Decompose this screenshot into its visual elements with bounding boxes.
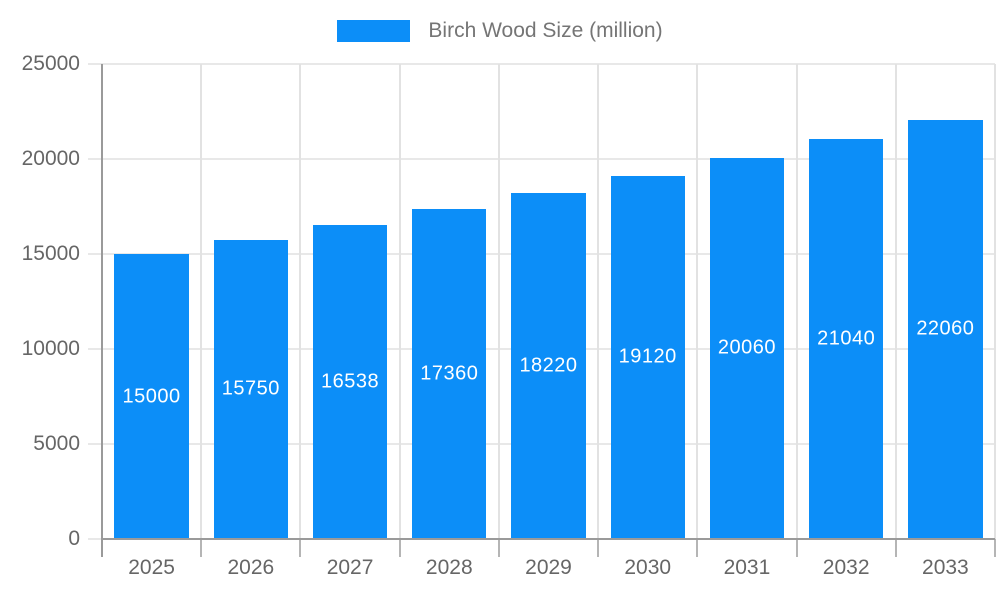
x-tick-label: 2030 — [624, 556, 672, 579]
bar-value-label: 15000 — [122, 385, 181, 407]
x-tick — [299, 539, 302, 557]
x-tick-label: 2028 — [425, 556, 473, 579]
bar[interactable] — [808, 139, 884, 539]
y-axis-line — [101, 64, 103, 557]
x-tick-label: 2033 — [922, 556, 969, 579]
y-tick-label: 5000 — [33, 432, 80, 455]
bar-value-label: 22060 — [916, 317, 975, 340]
h-gridline — [88, 158, 995, 160]
legend-swatch — [337, 20, 411, 42]
bar-value-label: 19120 — [618, 345, 677, 368]
v-gridline — [894, 64, 897, 539]
x-tick — [398, 539, 401, 557]
x-tick-label: 2025 — [128, 556, 175, 579]
x-tick — [497, 539, 500, 557]
v-gridline — [994, 64, 996, 539]
v-gridline — [597, 64, 600, 539]
bar-value-label: 16538 — [320, 370, 380, 393]
x-tick-label: 2029 — [525, 556, 572, 579]
v-gridline — [795, 64, 798, 539]
y-tick-label: 0 — [68, 527, 80, 550]
bar[interactable] — [213, 239, 289, 539]
bar-value-label: 18220 — [519, 354, 578, 377]
x-tick — [200, 539, 203, 557]
y-tick-label: 20000 — [21, 147, 80, 170]
y-tick-label: 15000 — [21, 242, 80, 265]
x-tick — [696, 539, 699, 557]
x-tick — [597, 539, 600, 557]
legend[interactable]: Birch Wood Size (million) — [0, 19, 1000, 43]
bar[interactable] — [511, 192, 586, 539]
y-tick-label: 25000 — [21, 52, 80, 75]
bar[interactable] — [908, 119, 983, 539]
v-gridline — [200, 64, 203, 539]
x-tick-label: 2026 — [227, 556, 275, 579]
bar-value-label: 17360 — [420, 362, 479, 385]
y-tick-label: 10000 — [21, 337, 80, 360]
x-axis-line — [102, 538, 995, 540]
bar[interactable] — [412, 209, 487, 539]
h-gridline — [88, 63, 995, 65]
v-gridline — [497, 64, 500, 539]
legend-label: Birch Wood Size (million) — [428, 19, 663, 42]
x-tick-label: 2027 — [326, 556, 374, 579]
bar[interactable] — [312, 224, 388, 539]
x-tick-label: 2032 — [822, 556, 870, 579]
v-gridline — [398, 64, 401, 539]
x-tick — [994, 539, 996, 557]
bar-value-label: 15750 — [221, 377, 280, 400]
bar[interactable] — [610, 175, 685, 539]
bar[interactable] — [709, 157, 785, 539]
v-gridline — [299, 64, 302, 539]
x-tick-label: 2031 — [723, 556, 771, 579]
v-gridline — [696, 64, 699, 539]
x-tick — [795, 539, 798, 557]
x-tick — [894, 539, 897, 557]
bar-value-label: 21040 — [817, 327, 876, 350]
bar-value-label: 20060 — [717, 336, 776, 359]
bar[interactable] — [114, 254, 189, 539]
